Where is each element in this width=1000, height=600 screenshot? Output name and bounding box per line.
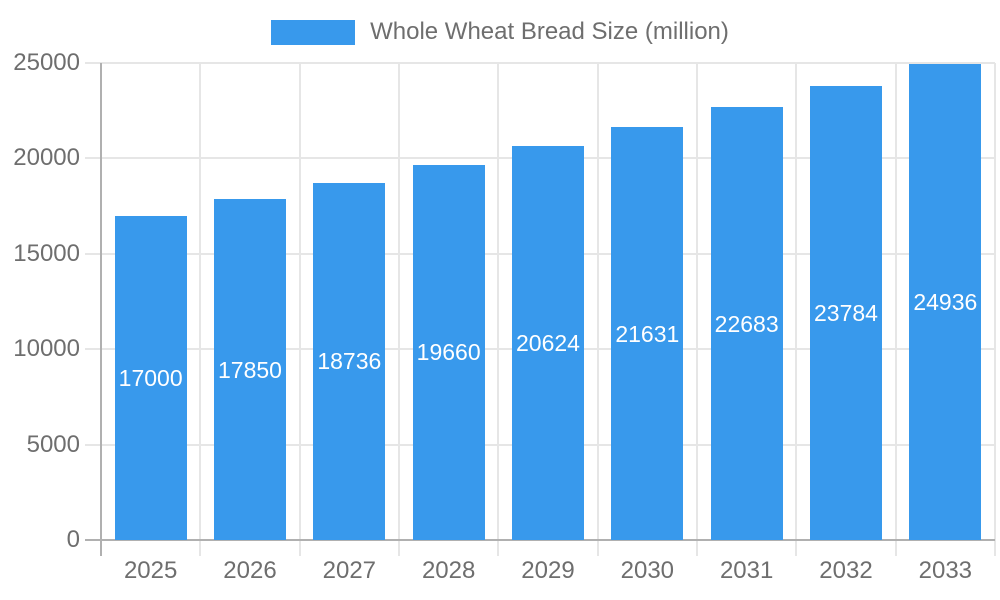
bar-2027[interactable] [313,182,386,540]
x-gridline [298,63,301,540]
bar-2025[interactable] [114,215,187,540]
x-axis-line [101,539,995,541]
x-tick-mark [795,540,798,556]
y-tick-mark [85,539,101,541]
x-gridline [994,63,996,540]
x-axis-label: 2031 [719,557,774,584]
bar-value-label: 24936 [913,289,978,316]
bar-value-label: 22683 [714,310,779,337]
y-axis-label: 10000 [13,335,80,363]
x-gridline [497,63,500,540]
x-axis-label: 2026 [223,557,277,584]
x-gridline [795,63,798,540]
x-tick-mark [199,540,202,556]
x-tick-mark [696,540,698,556]
x-tick-mark [894,540,897,556]
y-axis-label: 25000 [13,49,80,76]
x-tick-mark [994,540,996,556]
y-tick-mark [85,62,101,64]
y-tick-mark [85,252,101,255]
x-gridline [596,63,599,540]
x-axis-label: 2030 [620,557,675,584]
bar-2030[interactable] [611,127,684,540]
y-axis-label: 5000 [26,430,80,458]
x-axis-label: 2029 [521,557,575,584]
bar-value-label: 23784 [814,300,878,327]
y-tick-mark [85,348,101,351]
y-tick-mark [85,443,101,446]
y-axis-label: 0 [66,526,80,553]
x-axis-label: 2025 [123,557,178,584]
y-axis-label: 20000 [13,144,80,172]
legend: Whole Wheat Bread Size (million) [0,18,1000,46]
y-axis-line [100,63,102,556]
bar-value-label: 17000 [118,364,183,391]
x-gridline [696,63,698,540]
x-axis-label: 2032 [819,557,873,584]
x-tick-mark [596,540,599,556]
x-axis-label: 2028 [421,557,476,584]
y-gridline [101,62,995,64]
x-tick-mark [398,540,400,556]
bar-value-label: 17850 [218,356,282,383]
bar-2028[interactable] [412,164,485,540]
bar-2031[interactable] [710,107,783,540]
x-gridline [894,63,897,540]
x-axis-label: 2027 [322,557,377,584]
bar-value-label: 20624 [516,330,580,357]
bar-2033[interactable] [909,64,982,540]
bar-value-label: 18736 [317,348,382,375]
y-axis-label: 15000 [13,239,80,267]
bar-value-label: 21631 [615,320,680,347]
bar-2026[interactable] [214,199,286,540]
bar-2032[interactable] [810,86,882,540]
bar-2029[interactable] [512,146,584,540]
x-gridline [398,63,400,540]
legend-swatch [271,19,356,45]
x-axis-label: 2033 [918,557,973,584]
x-gridline [199,63,202,540]
y-tick-mark [85,157,101,160]
bar-value-label: 19660 [416,339,481,366]
x-tick-mark [497,540,500,556]
legend-label: Whole Wheat Bread Size (million) [370,18,729,45]
x-tick-mark [298,540,301,556]
